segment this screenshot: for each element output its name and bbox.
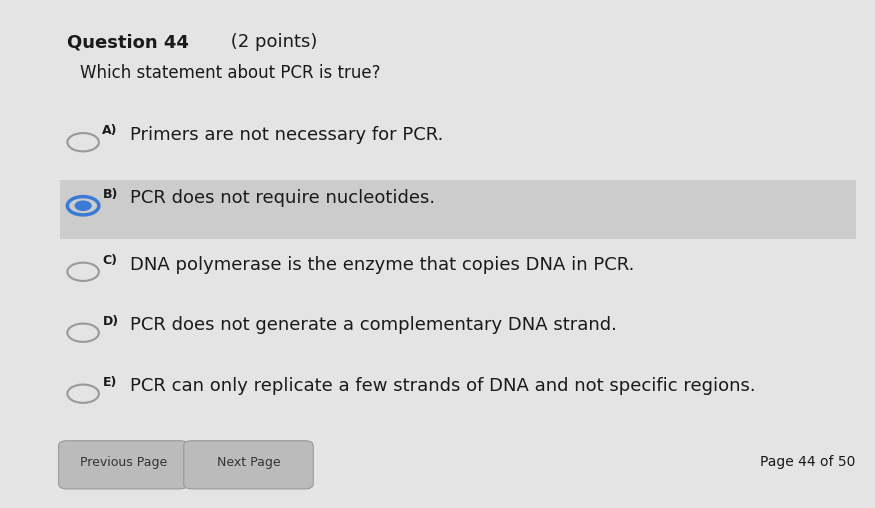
Text: Page 44 of 50: Page 44 of 50 bbox=[760, 455, 856, 469]
Text: C): C) bbox=[102, 254, 117, 267]
Text: Primers are not necessary for PCR.: Primers are not necessary for PCR. bbox=[130, 126, 443, 144]
FancyBboxPatch shape bbox=[59, 440, 188, 489]
Text: (2 points): (2 points) bbox=[225, 33, 317, 51]
Text: PCR does not require nucleotides.: PCR does not require nucleotides. bbox=[130, 189, 435, 207]
Text: Question 44: Question 44 bbox=[67, 33, 189, 51]
Text: Next Page: Next Page bbox=[217, 456, 280, 469]
Text: Previous Page: Previous Page bbox=[80, 456, 167, 469]
FancyBboxPatch shape bbox=[184, 440, 313, 489]
Text: PCR can only replicate a few strands of DNA and not specific regions.: PCR can only replicate a few strands of … bbox=[130, 377, 755, 395]
Text: Which statement about PCR is true?: Which statement about PCR is true? bbox=[80, 64, 381, 81]
Text: PCR does not generate a complementary DNA strand.: PCR does not generate a complementary DN… bbox=[130, 316, 616, 334]
Ellipse shape bbox=[75, 201, 91, 210]
Text: B): B) bbox=[102, 188, 118, 201]
Text: D): D) bbox=[102, 315, 118, 328]
Text: A): A) bbox=[102, 124, 118, 138]
Text: E): E) bbox=[102, 376, 116, 389]
FancyBboxPatch shape bbox=[60, 180, 856, 239]
Text: DNA polymerase is the enzyme that copies DNA in PCR.: DNA polymerase is the enzyme that copies… bbox=[130, 256, 634, 273]
